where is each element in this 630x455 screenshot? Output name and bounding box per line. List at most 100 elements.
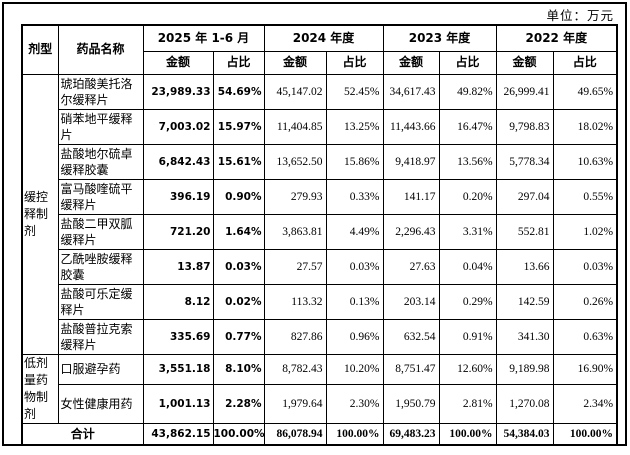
total-amount-cell: 86,078.94 [263,422,327,446]
ratio-cell: 0.26% [552,283,618,320]
amount-cell: 827.86 [263,318,327,355]
table-row: 富马酸喹硫平缓释片 396.19 0.90% 279.93 0.33% 141.… [22,178,618,215]
drug-name-cell: 盐酸地尔硫卓缓释胶囊 [57,143,144,180]
ratio-cell: 15.97% [212,108,265,145]
ratio-cell: 1.64% [212,213,265,250]
table-row: 盐酸二甲双胍缓释片 721.20 1.64% 3,863.81 4.49% 2,… [22,213,618,250]
amount-cell: 13.87 [142,248,214,285]
amount-cell: 721.20 [142,213,214,250]
amount-cell: 5,778.34 [495,143,554,180]
amount-cell: 9,189.98 [495,353,554,386]
ratio-cell: 15.86% [325,143,384,180]
col-header-drug-name: 药品名称 [57,24,144,75]
drug-name-cell: 富马酸喹硫平缓释片 [57,178,144,215]
table-row: 盐酸可乐定缓释片 8.12 0.02% 113.32 0.13% 203.14 … [22,283,618,320]
ratio-cell: 0.03% [552,248,618,285]
table-row: 乙酰唑胺缓释胶囊 13.87 0.03% 27.57 0.03% 27.63 0… [22,248,618,285]
ratio-header-2023: 占比 [438,50,497,75]
period-header-2025: 2025 年 1-6 月 [142,24,265,52]
amount-cell: 396.19 [142,178,214,215]
amount-cell: 23,989.33 [142,73,214,110]
amount-cell: 1,270.08 [495,384,554,424]
table-row: 盐酸地尔硫卓缓释胶囊 6,842.43 15.61% 13,652.50 15.… [22,143,618,180]
ratio-cell: 0.03% [325,248,384,285]
amount-cell: 9,798.83 [495,108,554,145]
drug-name-cell: 硝苯地平缓释片 [57,108,144,145]
ratio-cell: 13.25% [325,108,384,145]
drug-name-cell: 盐酸普拉克索缓释片 [57,318,144,355]
period-header-2022: 2022 年度 [495,24,618,52]
total-ratio-cell: 100.00% [438,422,497,446]
ratio-cell: 2.34% [552,384,618,424]
amount-cell: 8.12 [142,283,214,320]
drug-name-cell: 女性健康用药 [57,384,144,424]
total-label: 合计 [21,422,144,446]
ratio-cell: 0.55% [552,178,618,215]
amount-cell: 113.32 [263,283,327,320]
ratio-cell: 0.90% [212,178,265,215]
amount-cell: 2,296.43 [382,213,440,250]
amount-header-2022: 金额 [495,50,554,75]
ratio-cell: 49.82% [438,73,497,110]
amount-cell: 34,617.43 [382,73,440,110]
amount-cell: 1,001.13 [142,384,214,424]
amount-cell: 26,999.41 [495,73,554,110]
table-row: 硝苯地平缓释片 7,003.02 15.97% 11,404.85 13.25%… [22,108,618,145]
drug-sales-table: 剂型 药品名称 2025 年 1-6 月 2024 年度 2023 年度 202… [21,24,619,446]
amount-cell: 13.66 [495,248,554,285]
ratio-cell: 4.49% [325,213,384,250]
ratio-cell: 0.03% [212,248,265,285]
amount-cell: 9,418.97 [382,143,440,180]
dosage-group-cell: 缓控释制剂 [21,73,59,355]
col-header-dosage-form: 剂型 [21,24,59,75]
total-amount-cell: 43,862.15 [142,422,214,446]
total-ratio-cell: 100.00% [552,422,618,446]
amount-cell: 141.17 [382,178,440,215]
amount-cell: 1,950.79 [382,384,440,424]
total-row: 合计 43,862.15 100.00% 86,078.94 100.00% 6… [21,422,618,446]
drug-name-cell: 琥珀酸美托洛尔缓释片 [57,73,144,110]
total-amount-cell: 54,384.03 [495,422,554,446]
ratio-cell: 0.13% [325,283,384,320]
ratio-cell: 0.77% [212,318,265,355]
amount-cell: 6,842.43 [142,143,214,180]
ratio-cell: 2.81% [438,384,497,424]
ratio-cell: 16.47% [438,108,497,145]
amount-cell: 297.04 [495,178,554,215]
amount-cell: 13,652.50 [263,143,327,180]
drug-name-cell: 乙酰唑胺缓释胶囊 [57,248,144,285]
amount-cell: 8,751.47 [382,353,440,386]
amount-cell: 203.14 [382,283,440,320]
amount-cell: 341.30 [495,318,554,355]
amount-header-2025: 金额 [142,50,214,75]
ratio-cell: 52.45% [325,73,384,110]
ratio-cell: 0.04% [438,248,497,285]
ratio-cell: 13.56% [438,143,497,180]
ratio-header-2025: 占比 [212,50,265,75]
ratio-cell: 12.60% [438,353,497,386]
amount-cell: 552.81 [495,213,554,250]
total-ratio-cell: 100.00% [212,422,265,446]
ratio-cell: 15.61% [212,143,265,180]
total-ratio-cell: 100.00% [325,422,384,446]
amount-header-2023: 金额 [382,50,440,75]
amount-cell: 8,782.43 [263,353,327,386]
unit-label: 单位：万元 [546,9,614,23]
ratio-cell: 3.31% [438,213,497,250]
ratio-cell: 16.90% [552,353,618,386]
drug-name-cell: 盐酸可乐定缓释片 [57,283,144,320]
table-row: 缓控释制剂 琥珀酸美托洛尔缓释片 23,989.33 54.69% 45,147… [21,73,618,355]
ratio-cell: 0.91% [438,318,497,355]
amount-cell: 3,863.81 [263,213,327,250]
amount-cell: 632.54 [382,318,440,355]
ratio-cell: 0.20% [438,178,497,215]
ratio-cell: 54.69% [212,73,265,110]
ratio-cell: 10.20% [325,353,384,386]
amount-cell: 1,979.64 [263,384,327,424]
table-row: 女性健康用药 1,001.13 2.28% 1,979.64 2.30% 1,9… [22,384,618,424]
ratio-cell: 0.02% [212,283,265,320]
amount-cell: 335.69 [142,318,214,355]
amount-header-2024: 金额 [263,50,327,75]
ratio-cell: 8.10% [212,353,265,386]
